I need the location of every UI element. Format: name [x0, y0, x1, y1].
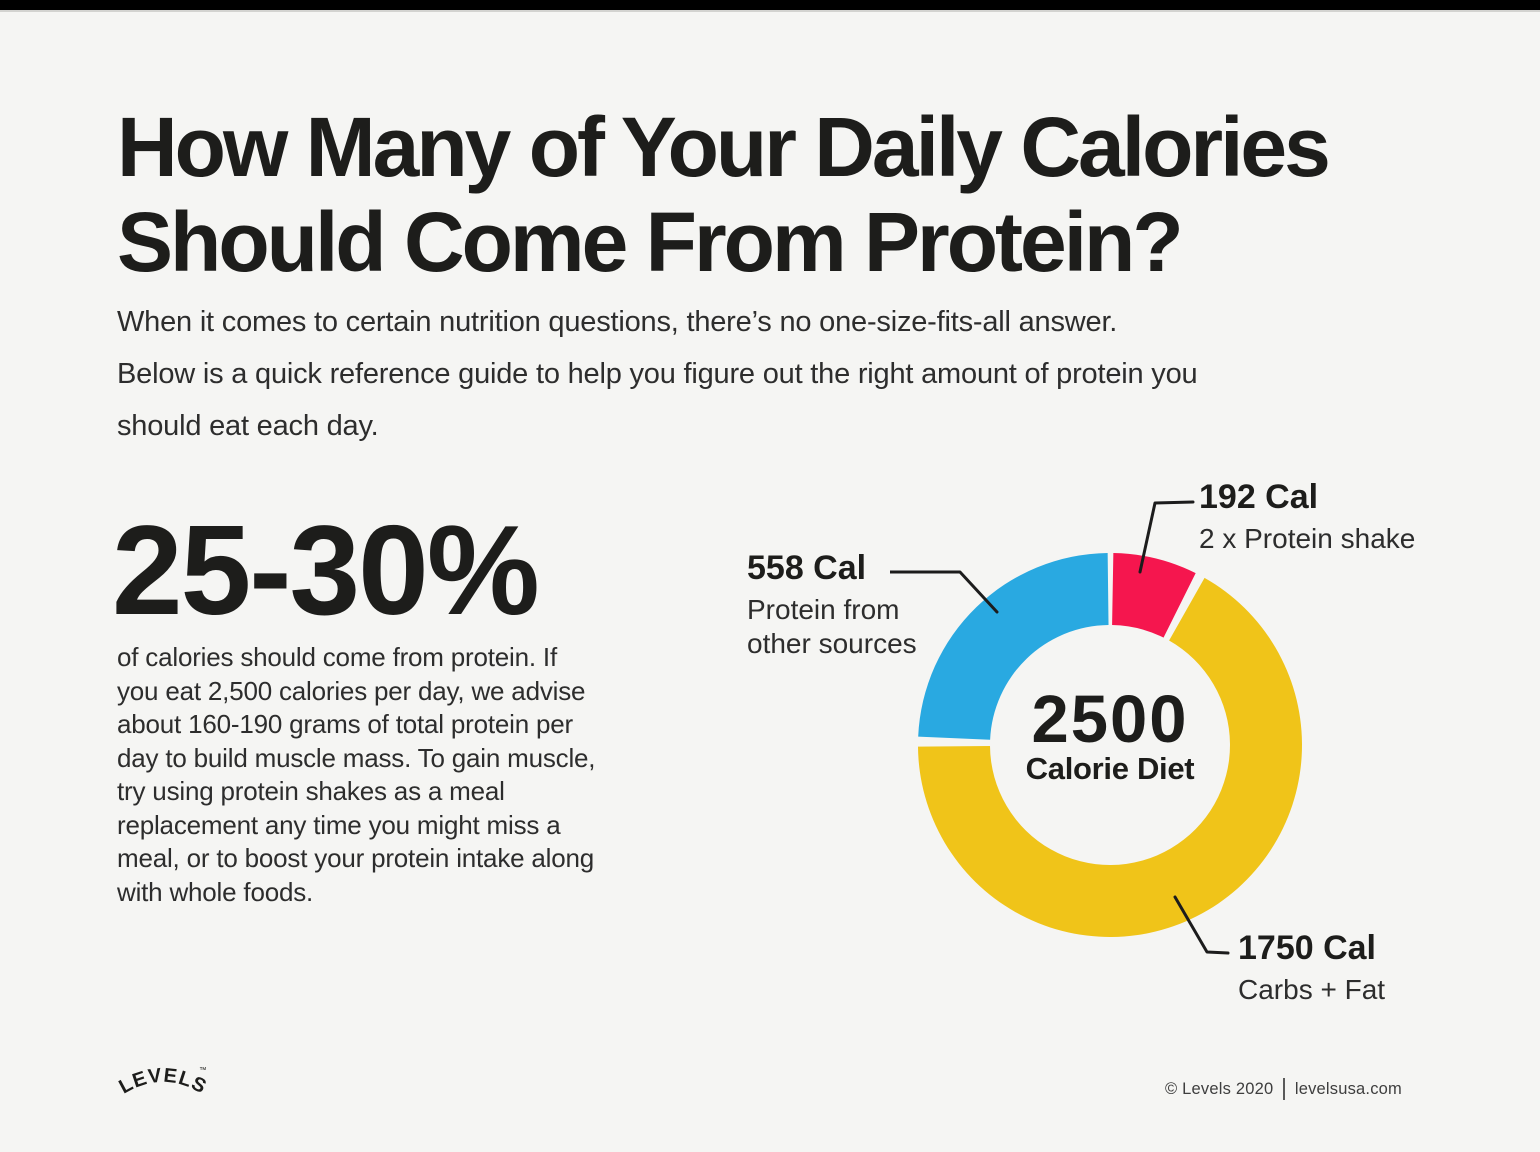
slice-value-carbs-fat: 1750 Cal	[1238, 929, 1376, 967]
levels-logo: LEVELS ™	[115, 1065, 210, 1099]
slice-name-protein-other: Protein from other sources	[747, 594, 917, 659]
intro-text: When it comes to certain nutrition quest…	[117, 306, 1198, 442]
website-text: levelsusa.com	[1294, 1080, 1402, 1098]
donut-center-value: 2500	[1031, 682, 1189, 757]
slice-value-protein-shake: 192 Cal	[1199, 478, 1319, 516]
slice-value-protein-other: 558 Cal	[747, 549, 867, 587]
footer-divider	[1283, 1078, 1285, 1100]
levels-logo-trademark: ™	[199, 1065, 207, 1074]
levels-logo-text: LEVELS	[115, 1065, 209, 1099]
slice-name-protein-shake: 2 x Protein shake	[1199, 523, 1416, 554]
leader-line-protein-other	[890, 570, 999, 614]
stat-description: of calories should come from protein. If…	[117, 642, 596, 907]
donut-segment-carbs-fat	[918, 577, 1302, 937]
donut-chart: 2500 Calorie Diet	[890, 470, 1350, 970]
slice-label-carbs-fat: 1750 Cal Carbs + Fat	[1238, 929, 1385, 1007]
donut-chart-svg	[890, 500, 1302, 955]
slice-label-protein-shake: 192 Cal 2 x Protein shake	[1199, 478, 1415, 556]
donut-segment-protein-other	[918, 553, 1109, 740]
donut-center-label: 2500 Calorie Diet	[1026, 686, 1195, 784]
page-title: How Many of Your Daily Calories Should Co…	[117, 100, 1331, 289]
footer-credit: © Levels 2020 levelsusa.com	[1165, 1078, 1402, 1100]
stat-percentage: 25-30%	[112, 499, 540, 641]
copyright-text: © Levels 2020	[1165, 1080, 1274, 1098]
top-bar	[0, 0, 1540, 12]
slice-name-carbs-fat: Carbs + Fat	[1238, 974, 1386, 1005]
svg-text:LEVELS: LEVELS	[115, 1065, 210, 1099]
donut-segment-protein-shake	[1112, 553, 1196, 638]
leader-line-protein-shake	[1138, 500, 1195, 574]
leader-line-carbs-fat	[1173, 895, 1230, 955]
slice-label-protein-other: 558 Cal Protein from other sources	[747, 549, 917, 661]
donut-center-sublabel: Calorie Diet	[1025, 751, 1195, 786]
